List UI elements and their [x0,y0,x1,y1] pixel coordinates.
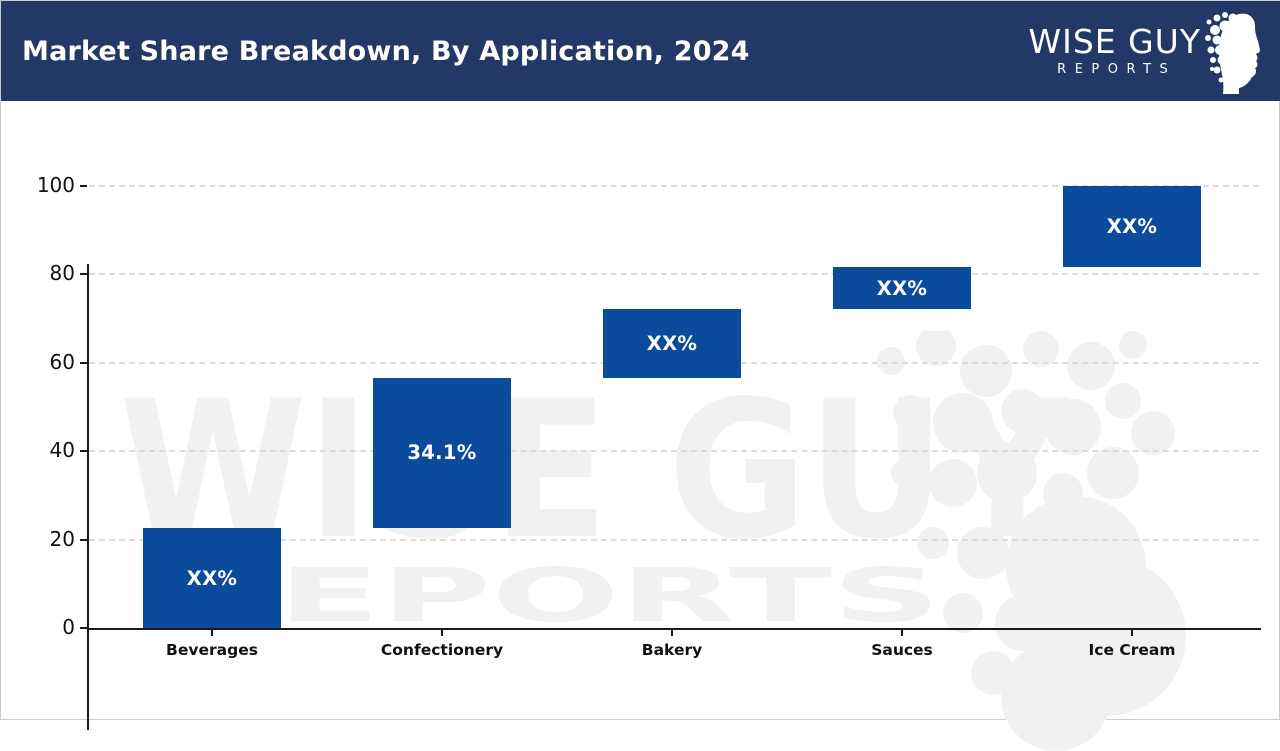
bar-value-label: XX% [876,276,928,300]
x-axis-tick-mark [1131,630,1133,636]
bar-confectionery: 34.1% [373,377,511,529]
x-axis-tick-mark [441,630,443,636]
chart-title: Market Share Breakdown, By Application, … [22,35,750,67]
x-axis-category-label: Confectionery [380,641,504,659]
bar-value-label: XX% [1106,214,1158,238]
y-axis-tick-label: 40 [49,438,75,462]
chart-area: WISE GUY REPORTS 0 20 40 60 80 100 XX% Beverage… [1,101,1280,751]
y-axis-tick-label: 20 [49,526,75,551]
y-axis-tick-mark [80,361,87,364]
x-axis-category-label: Ice Cream [1088,641,1176,659]
y-axis-tick-mark [80,273,87,275]
bar-beverages: XX% [143,528,281,628]
y-axis-tick-label: 0 [62,615,75,639]
x-axis-tick-mark [901,630,903,636]
y-axis-tick-label: 100 [36,172,75,197]
y-axis-tick-mark [80,184,87,187]
y-axis-tick-label: 60 [49,349,75,374]
y-axis-tick-mark [80,450,87,452]
gridline-20 [89,538,1259,541]
x-axis-tick-mark [671,630,673,636]
bar-ice-cream: XX% [1063,185,1201,268]
gridline-100 [89,184,1259,187]
logo-wordmark: WISE GUY REPORTS [1028,25,1201,77]
header-bar: Market Share Breakdown, By Application, … [1,1,1280,101]
logo-head-icon [1205,12,1260,94]
bar-sauces: XX% [833,267,971,309]
wiseguy-logo: WISE GUY REPORTS [1028,5,1265,97]
plot: 0 20 40 60 80 100 XX% Beverages 34.1% Confectione… [1,101,1280,730]
gridline-80 [89,273,1259,275]
x-axis-line [87,628,1261,630]
x-axis-tick-mark [211,630,213,636]
bar-bakery: XX% [603,308,741,378]
bar-value-label: XX% [186,566,238,590]
gridline-40 [89,450,1259,452]
y-axis-tick-mark [80,627,87,629]
logo-tagline-text: REPORTS [1057,62,1177,77]
x-axis-category-label: Sauces [871,641,933,659]
x-axis-category-label: Bakery [641,641,703,659]
x-axis-category-label: Beverages [166,641,258,659]
logo-name-text: WISE GUY [1028,22,1201,61]
y-axis-tick-label: 80 [49,261,75,285]
bar-value-label: XX% [646,331,698,355]
y-axis-tick-mark [80,538,87,541]
y-axis-line [87,264,89,730]
bar-value-label: 34.1% [407,441,477,465]
